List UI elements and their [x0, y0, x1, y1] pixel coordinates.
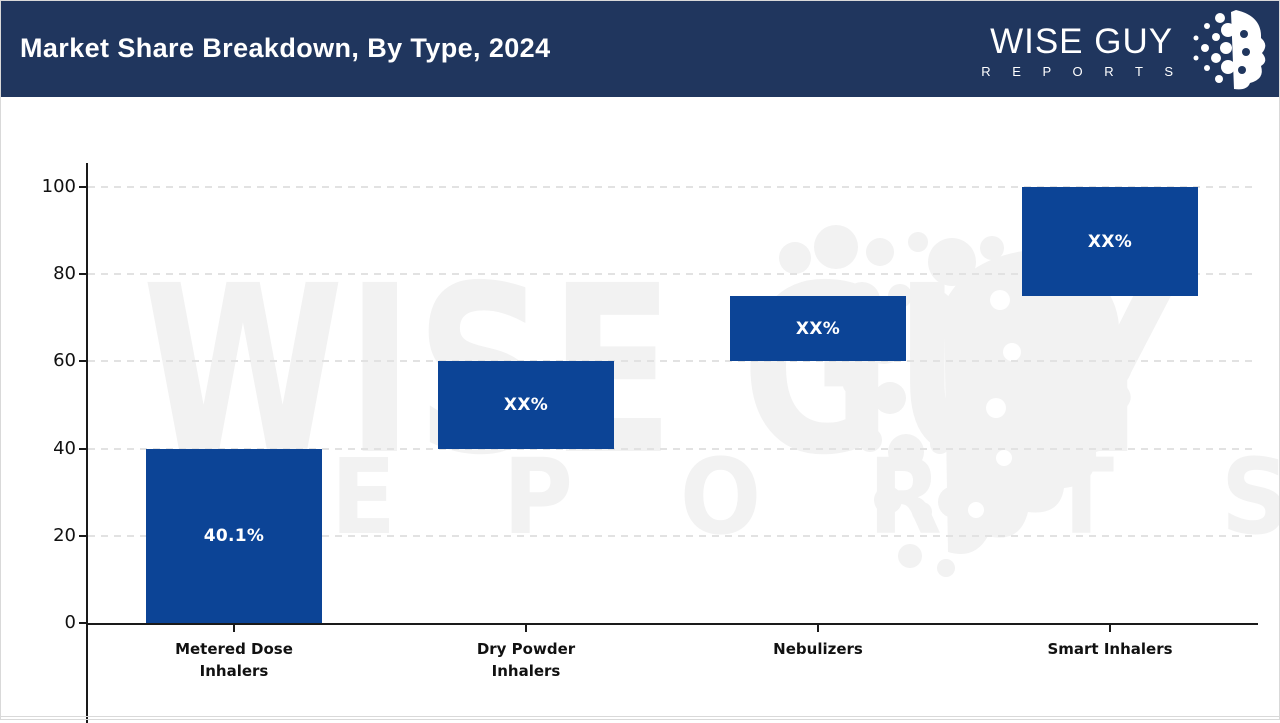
bar-segment: XX% — [438, 361, 614, 449]
x-tick-mark — [1109, 623, 1111, 632]
x-tick-mark — [525, 623, 527, 632]
logo-tagline: R E P O R T S — [981, 64, 1182, 79]
bar-segment: XX% — [730, 296, 906, 362]
y-tick-mark — [79, 622, 88, 624]
y-tick-label: 0 — [64, 612, 76, 633]
gridline — [88, 360, 1256, 363]
x-axis-line — [86, 623, 1258, 625]
bar-value-label: XX% — [795, 318, 841, 339]
y-tick-mark — [79, 447, 88, 450]
chart-area: WISE GUY R E P O R T S 0 20 40 60 80 100 Meter… — [0, 97, 1280, 723]
x-tick-label: Smart Inhalers — [1047, 640, 1173, 658]
y-axis-line — [86, 163, 88, 723]
x-tick-label: Metered Dose Inhalers — [175, 640, 293, 680]
x-tick-label: Nebulizers — [773, 640, 863, 658]
y-tick-mark — [79, 534, 88, 537]
header-bar: Market Share Breakdown, By Type, 2024 WI… — [0, 0, 1280, 97]
logo-face-dots-icon — [1193, 10, 1266, 90]
y-tick-mark — [79, 360, 88, 363]
figure-border-bottom — [0, 716, 1280, 717]
bar-segment: XX% — [1022, 187, 1198, 296]
y-tick-label: 40 — [53, 437, 76, 459]
gridline — [88, 273, 1256, 276]
bar-value-label: XX% — [1087, 231, 1133, 252]
page-title: Market Share Breakdown, By Type, 2024 — [20, 33, 551, 63]
gridline — [88, 534, 1256, 537]
gridline — [88, 447, 1256, 450]
brand-logo: WISE GUY R E P O R T S — [981, 6, 1270, 91]
bar-segment: 40.1% — [146, 448, 322, 623]
y-tick-mark — [79, 273, 88, 276]
x-tick-mark — [233, 623, 235, 632]
bar-value-label: 40.1% — [203, 525, 265, 546]
bar-value-label: XX% — [503, 394, 549, 415]
y-tick-mark — [79, 186, 88, 188]
y-tick-label: 80 — [53, 263, 76, 285]
gridline — [88, 186, 1256, 188]
y-tick-label: 60 — [53, 350, 76, 372]
x-tick-mark — [817, 623, 819, 632]
logo-name: WISE GUY — [990, 22, 1174, 61]
y-tick-label: 100 — [41, 176, 76, 197]
x-tick-label: Dry Powder Inhalers — [476, 640, 576, 680]
y-tick-label: 20 — [53, 524, 76, 546]
